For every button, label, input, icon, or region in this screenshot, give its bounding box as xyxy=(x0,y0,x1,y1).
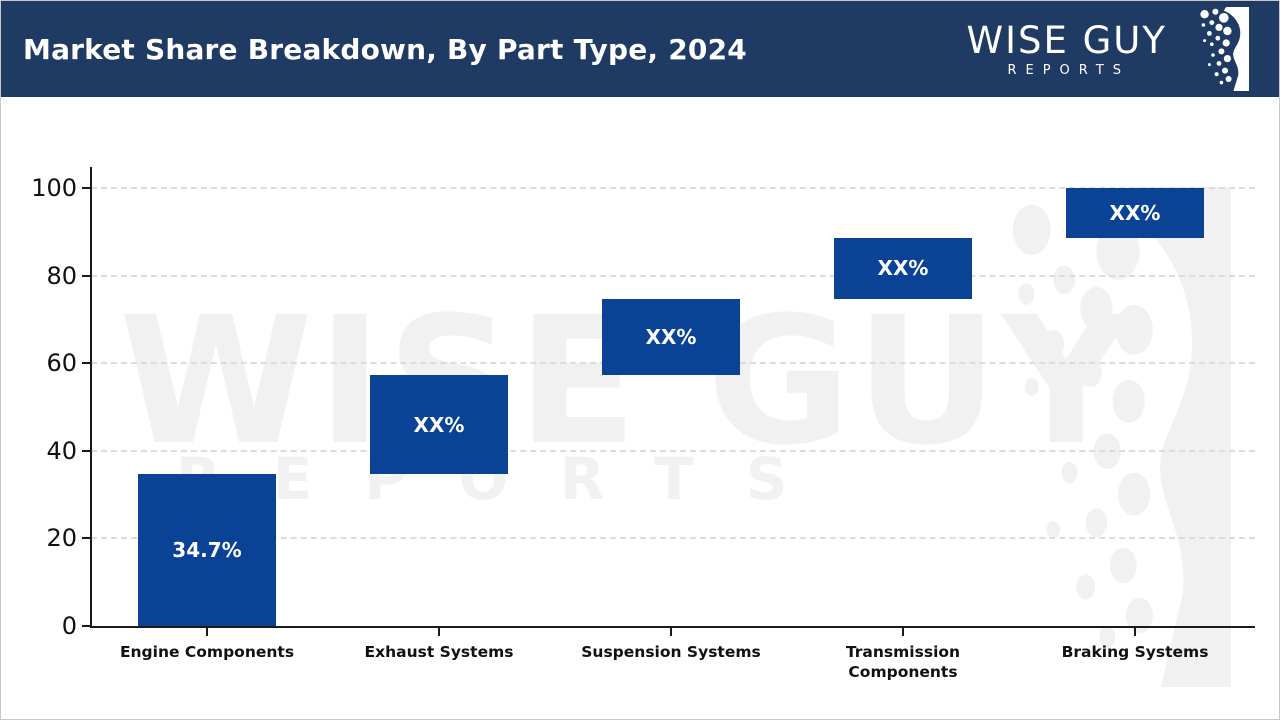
bar-segment: XX% xyxy=(834,237,972,299)
x-axis-category-label: Suspension Systems xyxy=(581,643,761,661)
y-tick-mark xyxy=(82,449,91,452)
gridline-y-100 xyxy=(91,187,1255,189)
chart-area: WISE GUY REPORTS 0 20 40 60 80 100 34.7% Engine… xyxy=(1,97,1279,719)
bar-value-label: XX% xyxy=(877,256,929,281)
y-tick-mark xyxy=(82,274,91,277)
x-axis-category-label: Exhaust Systems xyxy=(364,643,514,661)
bar-value-label: 34.7% xyxy=(172,537,242,562)
y-tick-mark xyxy=(82,362,91,365)
bar-value-label: XX% xyxy=(645,324,697,349)
x-tick-mark xyxy=(670,628,672,636)
bar-value-label: XX% xyxy=(413,412,465,437)
y-tick-mark xyxy=(82,187,91,189)
x-tick-mark xyxy=(438,628,440,636)
y-tick-label: 0 xyxy=(61,612,77,640)
gridline-y-20 xyxy=(91,537,1255,540)
wise-guy-reports-logo: WISE GUY REPORTS xyxy=(967,7,1249,91)
x-axis-category-label: Transmission Components xyxy=(845,643,961,682)
bar-segment: XX% xyxy=(602,298,740,376)
logo-text-reports: REPORTS xyxy=(1007,62,1131,78)
y-axis-line xyxy=(90,167,92,628)
wiseguy-face-icon xyxy=(1200,7,1249,91)
y-tick-label: 60 xyxy=(46,349,77,378)
bar-segment: XX% xyxy=(370,375,508,474)
bar-segment: 34.7% xyxy=(138,474,276,626)
x-tick-mark xyxy=(1134,628,1136,636)
page-title: Market Share Breakdown, By Part Type, 20… xyxy=(23,32,747,66)
x-tick-mark xyxy=(902,628,904,636)
y-tick-label: 40 xyxy=(46,436,77,465)
logo-text-wise-guy: WISE GUY xyxy=(966,18,1167,62)
y-tick-mark xyxy=(82,537,91,540)
header-bar: Market Share Breakdown, By Part Type, 20… xyxy=(1,1,1279,97)
bar-segment: XX% xyxy=(1066,188,1204,238)
y-tick-label: 100 xyxy=(31,174,77,202)
bar-value-label: XX% xyxy=(1109,200,1161,225)
y-tick-mark xyxy=(82,625,91,627)
x-axis-category-label: Engine Components xyxy=(119,643,295,661)
gridline-y-80 xyxy=(91,274,1255,277)
y-tick-label: 20 xyxy=(46,524,77,553)
x-axis-category-label: Braking Systems xyxy=(1061,643,1209,661)
x-tick-mark xyxy=(206,628,208,636)
x-axis-line xyxy=(90,626,1255,628)
y-tick-label: 80 xyxy=(46,261,77,290)
logo-wordmark: WISE GUY REPORTS xyxy=(967,22,1167,77)
gridline-y-40 xyxy=(91,449,1255,452)
